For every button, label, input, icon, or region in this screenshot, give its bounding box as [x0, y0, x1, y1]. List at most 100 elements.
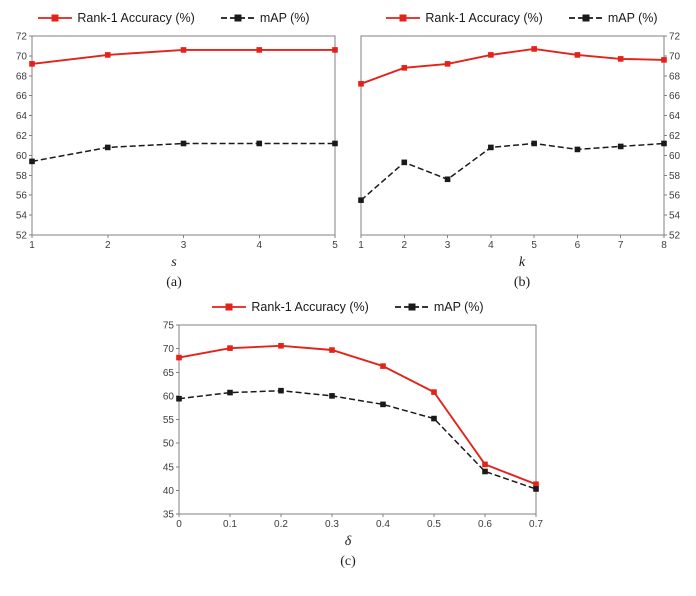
data-point-marker [444, 176, 451, 183]
data-point-marker [617, 143, 624, 150]
data-point-marker [488, 144, 494, 151]
legend-label: Rank-1 Accuracy (%) [425, 11, 543, 25]
data-point-marker [227, 389, 233, 396]
legend-key-icon [394, 303, 429, 311]
y-tick-label: 72 [669, 32, 681, 43]
data-point-marker [278, 342, 284, 349]
x-tick-label: 5 [332, 240, 338, 251]
y-tick-label: 65 [163, 368, 175, 379]
series-line [31, 142, 335, 163]
x-tick-label: 7 [618, 240, 624, 251]
x-tick-label: 0.5 [427, 519, 441, 530]
y-tick-label: 68 [669, 71, 681, 82]
y-tick-label: 70 [163, 344, 175, 355]
chart-a: Rank-1 Accuracy (%) mAP (%) 52 54 56 58 60 62 64… [0, 8, 348, 293]
y-tick-label: 75 [163, 321, 175, 332]
x-tick-label: 0.4 [376, 519, 390, 530]
legend-label: mAP (%) [433, 300, 484, 314]
data-point-marker [444, 61, 451, 67]
data-point-marker [29, 61, 35, 67]
y-tick-label: 64 [16, 111, 28, 122]
y-tick-label: 52 [16, 231, 28, 242]
data-point-marker [661, 140, 667, 147]
x-tick-label: 4 [488, 240, 494, 251]
subfigure-caption: (c) [340, 554, 356, 569]
y-tick-label: 58 [16, 171, 28, 182]
x-axis-label: k [518, 255, 526, 270]
data-point-marker [358, 80, 364, 87]
x-tick-label: 2 [402, 240, 408, 251]
data-point-marker [531, 140, 537, 147]
legend-key-icon [38, 14, 73, 22]
legend-item-rank1: Rank-1 Accuracy (%) [212, 300, 369, 314]
x-tick-label: 0 [176, 519, 182, 530]
x-tick-label: 0.7 [529, 519, 543, 530]
x-tick-label: 1 [358, 240, 364, 251]
data-point-marker [482, 461, 488, 468]
data-point-marker [278, 387, 284, 394]
data-point-marker [401, 65, 408, 71]
y-tick-label: 66 [16, 91, 28, 102]
series-line [360, 142, 665, 201]
y-tick-label: 60 [16, 151, 28, 162]
data-point-marker [104, 144, 111, 151]
legend-label: mAP (%) [259, 11, 310, 25]
x-tick-label: 3 [445, 240, 451, 251]
legend-label: Rank-1 Accuracy (%) [251, 300, 369, 314]
data-point-marker [401, 159, 408, 166]
x-tick-label: 0.6 [478, 519, 492, 530]
legend-label: mAP (%) [607, 11, 658, 25]
data-point-marker [358, 197, 364, 203]
x-tick-label: 2 [105, 240, 111, 251]
legend-label: Rank-1 Accuracy (%) [77, 11, 195, 25]
data-point-marker [104, 52, 111, 58]
data-point-marker [574, 146, 581, 153]
y-tick-label: 62 [16, 131, 28, 142]
x-tick-label: 5 [531, 240, 537, 251]
chart-plot: 35 40 45 50 55 60 65 70 75 0 0.1 0.2 0.3 0.4 0.5 0.6 0.7 [163, 321, 544, 531]
data-point-marker [533, 481, 539, 488]
chart-plot: 52 54 56 58 60 62 64 66 68 70 72 1 2 3 4 5 [16, 32, 338, 252]
legend-item-rank1: Rank-1 Accuracy (%) [38, 11, 195, 25]
data-point-marker [180, 47, 187, 53]
data-point-marker [482, 468, 488, 475]
data-point-marker [431, 415, 437, 422]
data-point-marker [661, 57, 667, 63]
data-point-marker [488, 52, 494, 58]
x-tick-label: 1 [29, 240, 35, 251]
y-tick-label: 62 [669, 131, 681, 142]
y-tick-label: 54 [16, 211, 28, 222]
legend-key-icon [568, 14, 603, 22]
legend-item-map: mAP (%) [394, 300, 484, 314]
y-tick-label: 66 [669, 91, 681, 102]
x-tick-label: 3 [181, 240, 187, 251]
data-point-marker [180, 140, 187, 147]
data-point-marker [329, 347, 335, 353]
y-tick-label: 60 [163, 391, 175, 402]
legend: Rank-1 Accuracy (%) mAP (%) [386, 8, 658, 28]
x-tick-label: 0.3 [325, 519, 339, 530]
y-tick-label: 56 [669, 191, 681, 202]
legend-key-icon [386, 14, 421, 22]
data-point-marker [617, 56, 624, 62]
bottom-chart-row: Rank-1 Accuracy (%) mAP (%) 35 40 45 50 55 60 65… [0, 297, 696, 572]
subfigure-caption: (b) [513, 275, 531, 290]
data-point-marker [256, 140, 263, 147]
data-point-marker [329, 393, 335, 399]
data-point-marker [29, 158, 35, 165]
legend-item-rank1: Rank-1 Accuracy (%) [386, 11, 543, 25]
data-point-marker [431, 389, 437, 395]
y-tick-label: 70 [669, 51, 681, 62]
y-tick-label: 35 [163, 510, 175, 521]
series-line [178, 389, 537, 490]
legend-item-map: mAP (%) [568, 11, 658, 25]
subfigure-caption: (a) [166, 275, 182, 290]
series-line [178, 344, 537, 486]
data-point-marker [227, 345, 233, 351]
legend: Rank-1 Accuracy (%) mAP (%) [212, 297, 484, 317]
y-tick-label: 40 [163, 486, 175, 497]
data-point-marker [531, 46, 537, 52]
x-tick-label: 0.2 [274, 519, 288, 530]
y-tick-label: 68 [16, 71, 28, 82]
